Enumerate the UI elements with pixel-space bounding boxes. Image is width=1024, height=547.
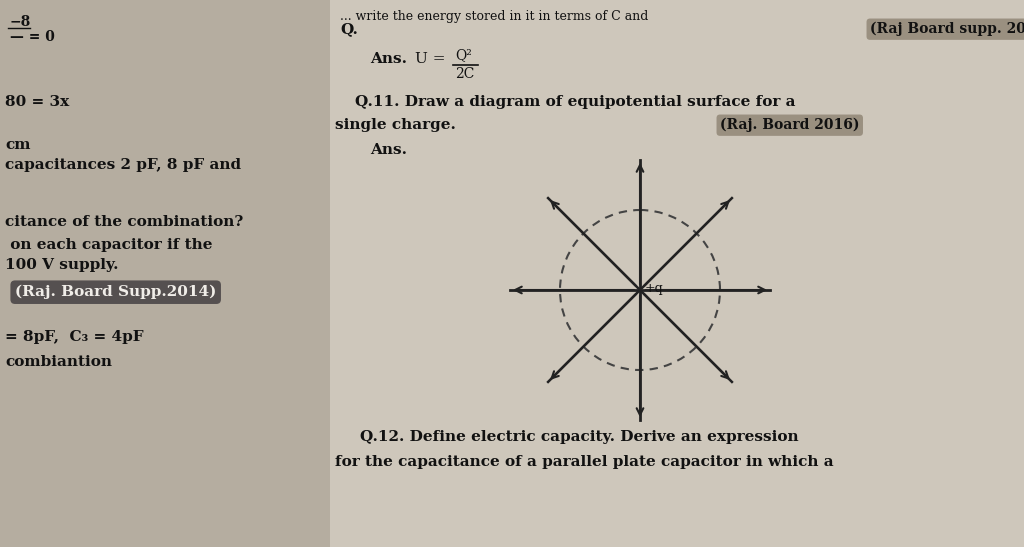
- Text: Ans.: Ans.: [370, 143, 407, 157]
- Text: cm: cm: [5, 138, 31, 152]
- Text: citance of the combination?: citance of the combination?: [5, 215, 244, 229]
- Text: (Raj. Board Supp.2014): (Raj. Board Supp.2014): [15, 285, 216, 299]
- Text: Q²: Q²: [455, 48, 472, 62]
- Text: combiantion: combiantion: [5, 355, 112, 369]
- Text: (Raj. Board 2016): (Raj. Board 2016): [720, 118, 859, 132]
- Text: −8: −8: [10, 15, 32, 29]
- Text: 80 = 3x: 80 = 3x: [5, 95, 70, 109]
- Text: 100 V supply.: 100 V supply.: [5, 258, 119, 272]
- FancyBboxPatch shape: [0, 0, 330, 547]
- Text: single charge.: single charge.: [335, 118, 456, 132]
- Text: Q.12. Define electric capacity. Derive an expression: Q.12. Define electric capacity. Derive a…: [360, 430, 799, 444]
- Text: +q: +q: [645, 282, 664, 295]
- Text: Q.11. Draw a diagram of equipotential surface for a: Q.11. Draw a diagram of equipotential su…: [355, 95, 796, 109]
- Text: capacitances 2 pF, 8 pF and: capacitances 2 pF, 8 pF and: [5, 158, 241, 172]
- Text: U =: U =: [415, 52, 445, 66]
- Text: — = 0: — = 0: [10, 30, 55, 44]
- Text: (Raj Board supp. 2015): (Raj Board supp. 2015): [870, 22, 1024, 37]
- Text: for the capacitance of a parallel plate capacitor in which a: for the capacitance of a parallel plate …: [335, 455, 834, 469]
- Text: = 8pF,  C₃ = 4pF: = 8pF, C₃ = 4pF: [5, 330, 143, 344]
- FancyBboxPatch shape: [330, 0, 1024, 547]
- Text: on each capacitor if the: on each capacitor if the: [5, 238, 213, 252]
- Text: 2C: 2C: [455, 67, 474, 81]
- Text: Q.: Q.: [340, 22, 357, 36]
- Text: Ans.: Ans.: [370, 52, 407, 66]
- Text: ... write the energy stored in it in terms of C and: ... write the energy stored in it in ter…: [340, 10, 648, 23]
